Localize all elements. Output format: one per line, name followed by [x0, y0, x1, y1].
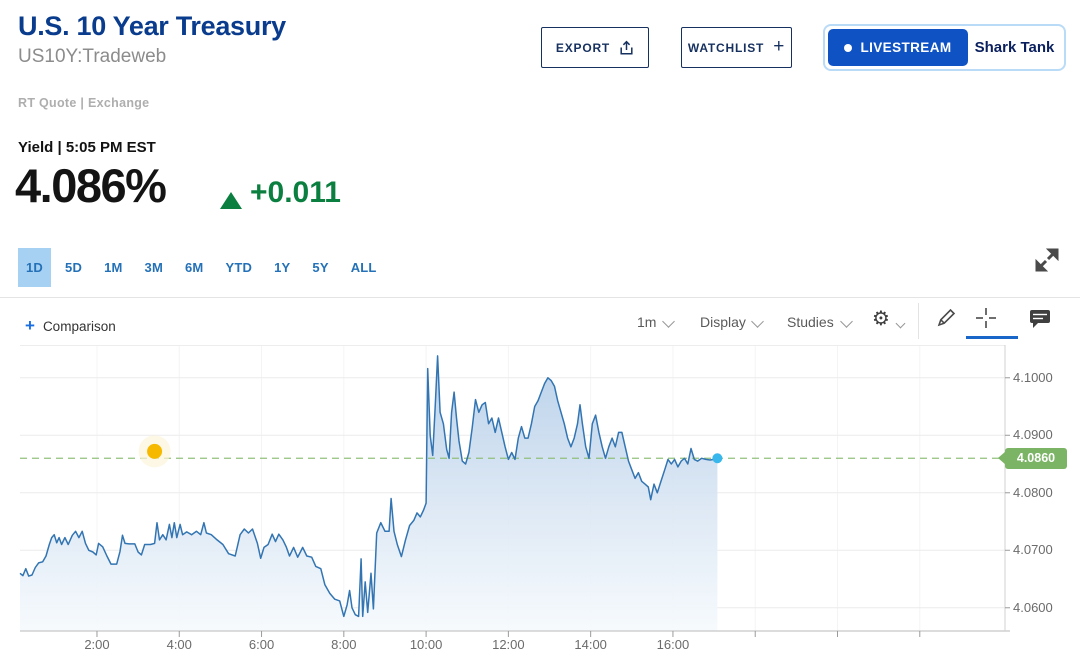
- chevron-down-icon[interactable]: [662, 315, 675, 328]
- range-tab-all[interactable]: ALL: [350, 260, 377, 275]
- tabs-divider: [0, 297, 1080, 298]
- range-tab-3m[interactable]: 3M: [144, 260, 163, 275]
- settings-gear-icon[interactable]: ⚙: [872, 306, 890, 330]
- last-price-badge: 4.0860: [998, 447, 1067, 469]
- y-axis-label: 4.0700: [1013, 542, 1053, 558]
- symbol-subtitle: US10Y:Tradeweb: [18, 46, 167, 67]
- x-axis-label: 10:00: [409, 637, 443, 652]
- range-tab-1m[interactable]: 1M: [104, 260, 123, 275]
- chevron-down-icon[interactable]: [840, 315, 853, 328]
- livestream-widget[interactable]: LIVESTREAM Shark Tank: [823, 24, 1066, 71]
- comparison-button[interactable]: + Comparison: [25, 316, 116, 336]
- y-axis-label: 4.1000: [1013, 369, 1053, 385]
- range-tabs: 1D 5D 1M 3M 6M YTD 1Y 5Y ALL: [18, 248, 391, 287]
- livestream-label: LIVESTREAM: [860, 40, 952, 55]
- chevron-down-icon[interactable]: [751, 315, 764, 328]
- draw-tool-icon[interactable]: [934, 306, 958, 335]
- chart-plot-area[interactable]: 4.0860 4.1000 4.0900 4.0800 4.0700 4.0600 2:0…: [0, 345, 1080, 659]
- x-axis-label: 12:00: [492, 637, 525, 652]
- range-tab-1y[interactable]: 1Y: [274, 260, 291, 275]
- toolbar-divider: [918, 303, 919, 339]
- crosshair-tool-icon[interactable]: [974, 306, 998, 335]
- yield-timestamp-label: Yield | 5:05 PM EST: [18, 139, 156, 156]
- export-button[interactable]: EXPORT: [541, 27, 649, 68]
- x-axis-label: 4:00: [166, 637, 192, 652]
- watchlist-button[interactable]: WATCHLIST +: [681, 27, 792, 68]
- range-tab-5y[interactable]: 5Y: [312, 260, 329, 275]
- up-triangle-icon: [220, 192, 242, 209]
- range-tab-ytd[interactable]: YTD: [225, 260, 253, 275]
- quote-source-label: RT Quote | Exchange: [18, 96, 150, 110]
- display-dropdown[interactable]: Display: [700, 314, 746, 330]
- comparison-label: Comparison: [42, 318, 116, 334]
- live-dot-icon: [844, 43, 853, 52]
- range-tab-5d[interactable]: 5D: [65, 260, 83, 275]
- last-price-dot: [712, 453, 723, 464]
- shark-tank-label[interactable]: Shark Tank: [974, 39, 1055, 56]
- yield-change: +0.011: [250, 176, 341, 209]
- range-tab-6m[interactable]: 6M: [185, 260, 204, 275]
- session-marker-dot: [147, 443, 163, 459]
- y-axis-label: 4.0900: [1013, 427, 1053, 443]
- x-axis-label: 2:00: [84, 637, 110, 652]
- annotation-tool-icon[interactable]: [1028, 308, 1052, 335]
- x-axis-label: 16:00: [656, 637, 690, 652]
- livestream-button[interactable]: LIVESTREAM: [828, 29, 968, 66]
- x-axis-label: 6:00: [248, 637, 275, 652]
- upload-icon: [619, 40, 634, 56]
- studies-dropdown[interactable]: Studies: [787, 314, 834, 330]
- x-axis-label: 8:00: [331, 637, 357, 652]
- y-axis-label: 4.0600: [1013, 599, 1053, 615]
- x-axis-label: 14:00: [574, 637, 607, 652]
- y-axis-label: 4.0800: [1013, 484, 1053, 500]
- watchlist-button-label: WATCHLIST: [687, 40, 765, 55]
- yield-value: 4.086%: [15, 159, 167, 212]
- plus-icon: +: [773, 35, 786, 57]
- chevron-down-icon[interactable]: [895, 318, 906, 329]
- export-button-label: EXPORT: [555, 40, 611, 55]
- chart-canvas[interactable]: [0, 345, 1010, 645]
- page-title: U.S. 10 Year Treasury: [18, 11, 286, 41]
- active-tool-underline: [966, 336, 1018, 339]
- range-tab-1d[interactable]: 1D: [18, 248, 52, 287]
- interval-dropdown[interactable]: 1m: [637, 314, 657, 330]
- plus-icon: +: [25, 316, 35, 335]
- fullscreen-expand-icon[interactable]: [1032, 245, 1062, 280]
